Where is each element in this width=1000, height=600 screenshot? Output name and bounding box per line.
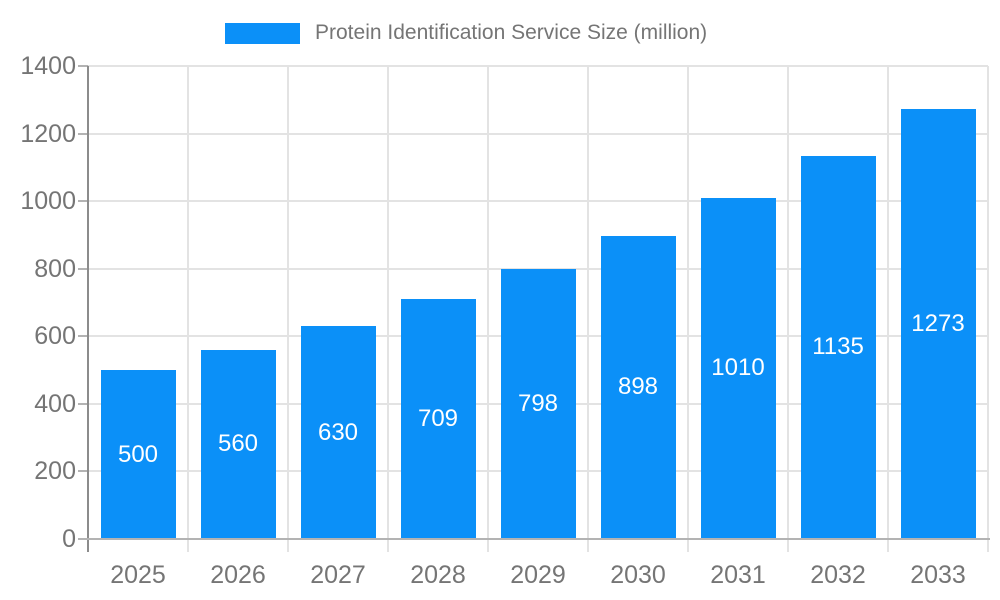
- x-tick-label: 2030: [610, 561, 666, 589]
- legend-label: Protein Identification Service Size (mil…: [315, 21, 708, 44]
- x-tick-label: 2025: [110, 561, 166, 589]
- h-gridline: [88, 267, 988, 270]
- x-tick-label: 2031: [710, 561, 766, 589]
- y-tick-label: 600: [34, 322, 76, 351]
- y-axis-line: [87, 66, 89, 552]
- x-axis-tick: [587, 539, 589, 552]
- y-tick-label: 200: [34, 457, 76, 486]
- bar-value-label: 560: [217, 430, 259, 458]
- v-gridline: [287, 66, 289, 539]
- x-axis-tick: [687, 539, 689, 552]
- y-tick-label: 0: [62, 525, 76, 553]
- y-tick-label: 400: [34, 389, 76, 418]
- x-tick-label: 2029: [510, 561, 566, 589]
- x-tick-label: 2028: [410, 561, 466, 589]
- bar-2029[interactable]: 798: [500, 269, 576, 539]
- y-axis-tick: [78, 65, 88, 67]
- x-axis-tick: [387, 539, 389, 552]
- x-axis-tick: [287, 539, 289, 552]
- bar-2033[interactable]: 1273: [900, 108, 976, 539]
- y-axis-tick: [78, 200, 88, 203]
- bar-2032[interactable]: 1135: [800, 155, 876, 539]
- bar-value-label: 898: [617, 373, 659, 401]
- bar-2027[interactable]: 630: [300, 326, 376, 539]
- x-axis-tick: [987, 539, 989, 552]
- bar-2026[interactable]: 560: [200, 349, 276, 539]
- h-gridline: [88, 200, 988, 203]
- bar-value-label: 1273: [911, 309, 965, 337]
- y-axis-tick: [78, 470, 88, 473]
- y-tick-label: 1200: [20, 119, 76, 148]
- bar-2028[interactable]: 709: [400, 299, 476, 539]
- bar-value-label: 630: [317, 418, 359, 446]
- v-gridline: [187, 66, 189, 539]
- bar-value-label: 798: [517, 390, 559, 418]
- bar-2030[interactable]: 898: [600, 235, 676, 539]
- y-axis-tick: [78, 335, 88, 338]
- legend-item[interactable]: Protein Identification Service Size (mil…: [225, 20, 707, 46]
- v-gridline: [887, 66, 889, 539]
- bar-2025[interactable]: 500: [100, 370, 176, 539]
- bar-value-label: 1010: [711, 354, 765, 382]
- x-axis-tick: [887, 539, 889, 552]
- x-axis-tick: [787, 539, 789, 552]
- v-gridline: [387, 66, 389, 539]
- bar-2031[interactable]: 1010: [700, 197, 776, 539]
- y-tick-label: 800: [34, 254, 76, 283]
- v-gridline: [587, 66, 589, 539]
- x-tick-label: 2032: [810, 561, 866, 589]
- y-axis-tick: [78, 132, 88, 135]
- x-tick-label: 2033: [910, 561, 966, 589]
- y-tick-label: 1000: [20, 187, 76, 216]
- v-gridline: [787, 66, 789, 539]
- y-axis-tick: [78, 402, 88, 405]
- y-tick-label: 1400: [20, 52, 76, 80]
- y-axis-tick: [78, 267, 88, 270]
- x-tick-label: 2027: [310, 561, 366, 589]
- x-axis-tick: [187, 539, 189, 552]
- x-axis-line: [78, 538, 990, 540]
- legend-swatch: [225, 22, 300, 44]
- bar-value-label: 1135: [812, 333, 864, 361]
- v-gridline: [687, 66, 689, 539]
- v-gridline: [987, 66, 989, 539]
- x-tick-label: 2026: [210, 561, 266, 589]
- bar-value-label: 709: [417, 405, 459, 433]
- v-gridline: [487, 66, 489, 539]
- h-gridline: [88, 132, 988, 135]
- h-gridline: [88, 65, 988, 67]
- bar-value-label: 500: [117, 440, 159, 468]
- x-axis-tick: [487, 539, 489, 552]
